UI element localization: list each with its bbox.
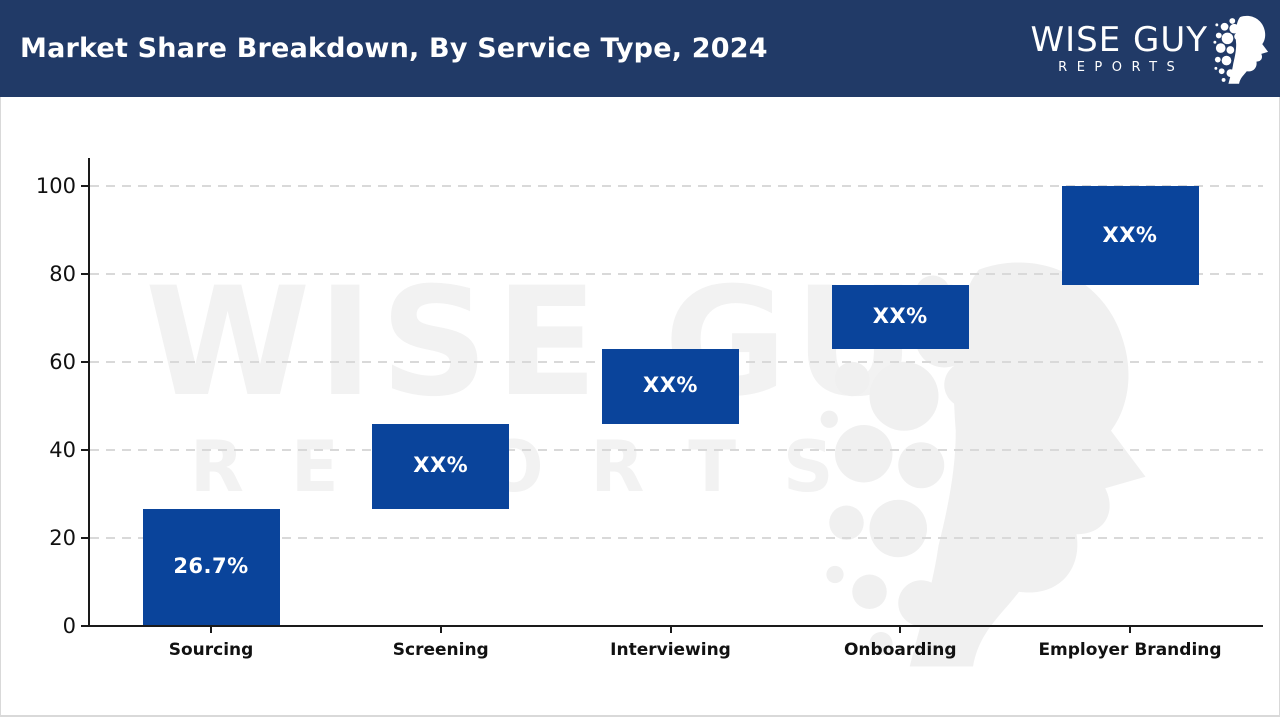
x-tick-1 <box>439 627 442 633</box>
x-tick-2 <box>669 627 672 633</box>
x-axis-label-screening: Screening <box>392 640 489 660</box>
bar-value-label: XX% <box>1102 222 1158 247</box>
bar-screening: XX% <box>372 424 510 509</box>
gridline-y-100 <box>90 185 1263 187</box>
gridline-y-40 <box>90 449 1263 451</box>
bar-value-label: XX% <box>413 453 469 478</box>
y-tick-80 <box>81 273 89 275</box>
brand-logo-subtitle: REPORTS <box>1058 59 1185 75</box>
gridline-y-20 <box>90 537 1263 539</box>
x-axis-label-interviewing: Interviewing <box>610 640 731 660</box>
bar-value-label: XX% <box>643 373 698 398</box>
y-tick-label-100: 100 <box>35 174 76 198</box>
y-tick-20 <box>81 537 89 539</box>
y-tick-0 <box>81 625 89 627</box>
bar-value-label: 26.7% <box>173 554 249 579</box>
y-tick-label-80: 80 <box>49 262 76 286</box>
x-tick-3 <box>899 627 902 633</box>
brand-logo-text: WISE GUY REPORTS <box>1030 20 1208 75</box>
page-title: Market Share Breakdown, By Service Type,… <box>20 33 768 64</box>
bar-interviewing: XX% <box>602 348 739 425</box>
x-axis-line <box>88 625 1263 627</box>
gridline-y-80 <box>90 273 1263 275</box>
bar-sourcing: 26.7% <box>142 508 280 626</box>
y-tick-label-60: 60 <box>49 350 76 374</box>
x-axis-label-employer-branding: Employer Branding <box>1038 640 1222 660</box>
bar-value-label: XX% <box>872 303 928 328</box>
x-tick-0 <box>210 627 212 633</box>
page-border-left <box>0 97 1 717</box>
brand-head-profile-icon <box>1212 12 1270 86</box>
x-axis-label-sourcing: Sourcing <box>168 640 254 660</box>
y-tick-label-20: 20 <box>49 526 76 550</box>
y-tick-40 <box>81 449 89 451</box>
page-border-bottom <box>0 715 1280 717</box>
y-tick-100 <box>81 185 89 187</box>
y-axis-line <box>88 158 90 627</box>
y-tick-label-40: 40 <box>49 438 76 462</box>
y-tick-60 <box>81 361 89 363</box>
brand-logo: WISE GUY REPORTS <box>1030 8 1270 90</box>
x-axis-label-onboarding: Onboarding <box>843 640 957 660</box>
header-bar: Market Share Breakdown, By Service Type,… <box>0 0 1280 97</box>
y-tick-label-0: 0 <box>62 614 76 638</box>
x-tick-4 <box>1129 627 1131 633</box>
bar-onboarding: XX% <box>831 285 969 349</box>
brand-logo-name: WISE GUY <box>1030 20 1208 61</box>
bar-employer-branding: XX% <box>1061 186 1199 285</box>
